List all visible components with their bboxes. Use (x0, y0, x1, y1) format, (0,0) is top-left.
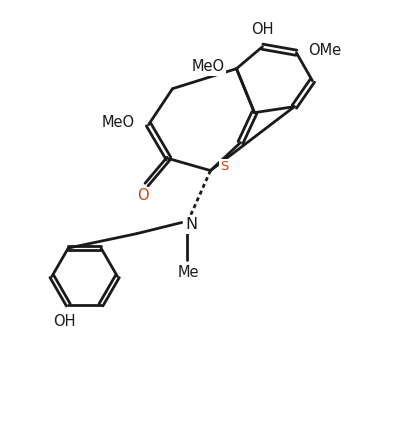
Text: N: N (185, 217, 197, 232)
Text: MeO: MeO (191, 59, 224, 74)
Text: Me: Me (178, 265, 199, 280)
Text: O: O (138, 188, 149, 203)
Text: OH: OH (251, 22, 274, 38)
Text: MeO: MeO (102, 115, 135, 130)
Text: OMe: OMe (308, 43, 341, 58)
Text: OH: OH (53, 314, 75, 329)
Text: S: S (220, 160, 229, 173)
